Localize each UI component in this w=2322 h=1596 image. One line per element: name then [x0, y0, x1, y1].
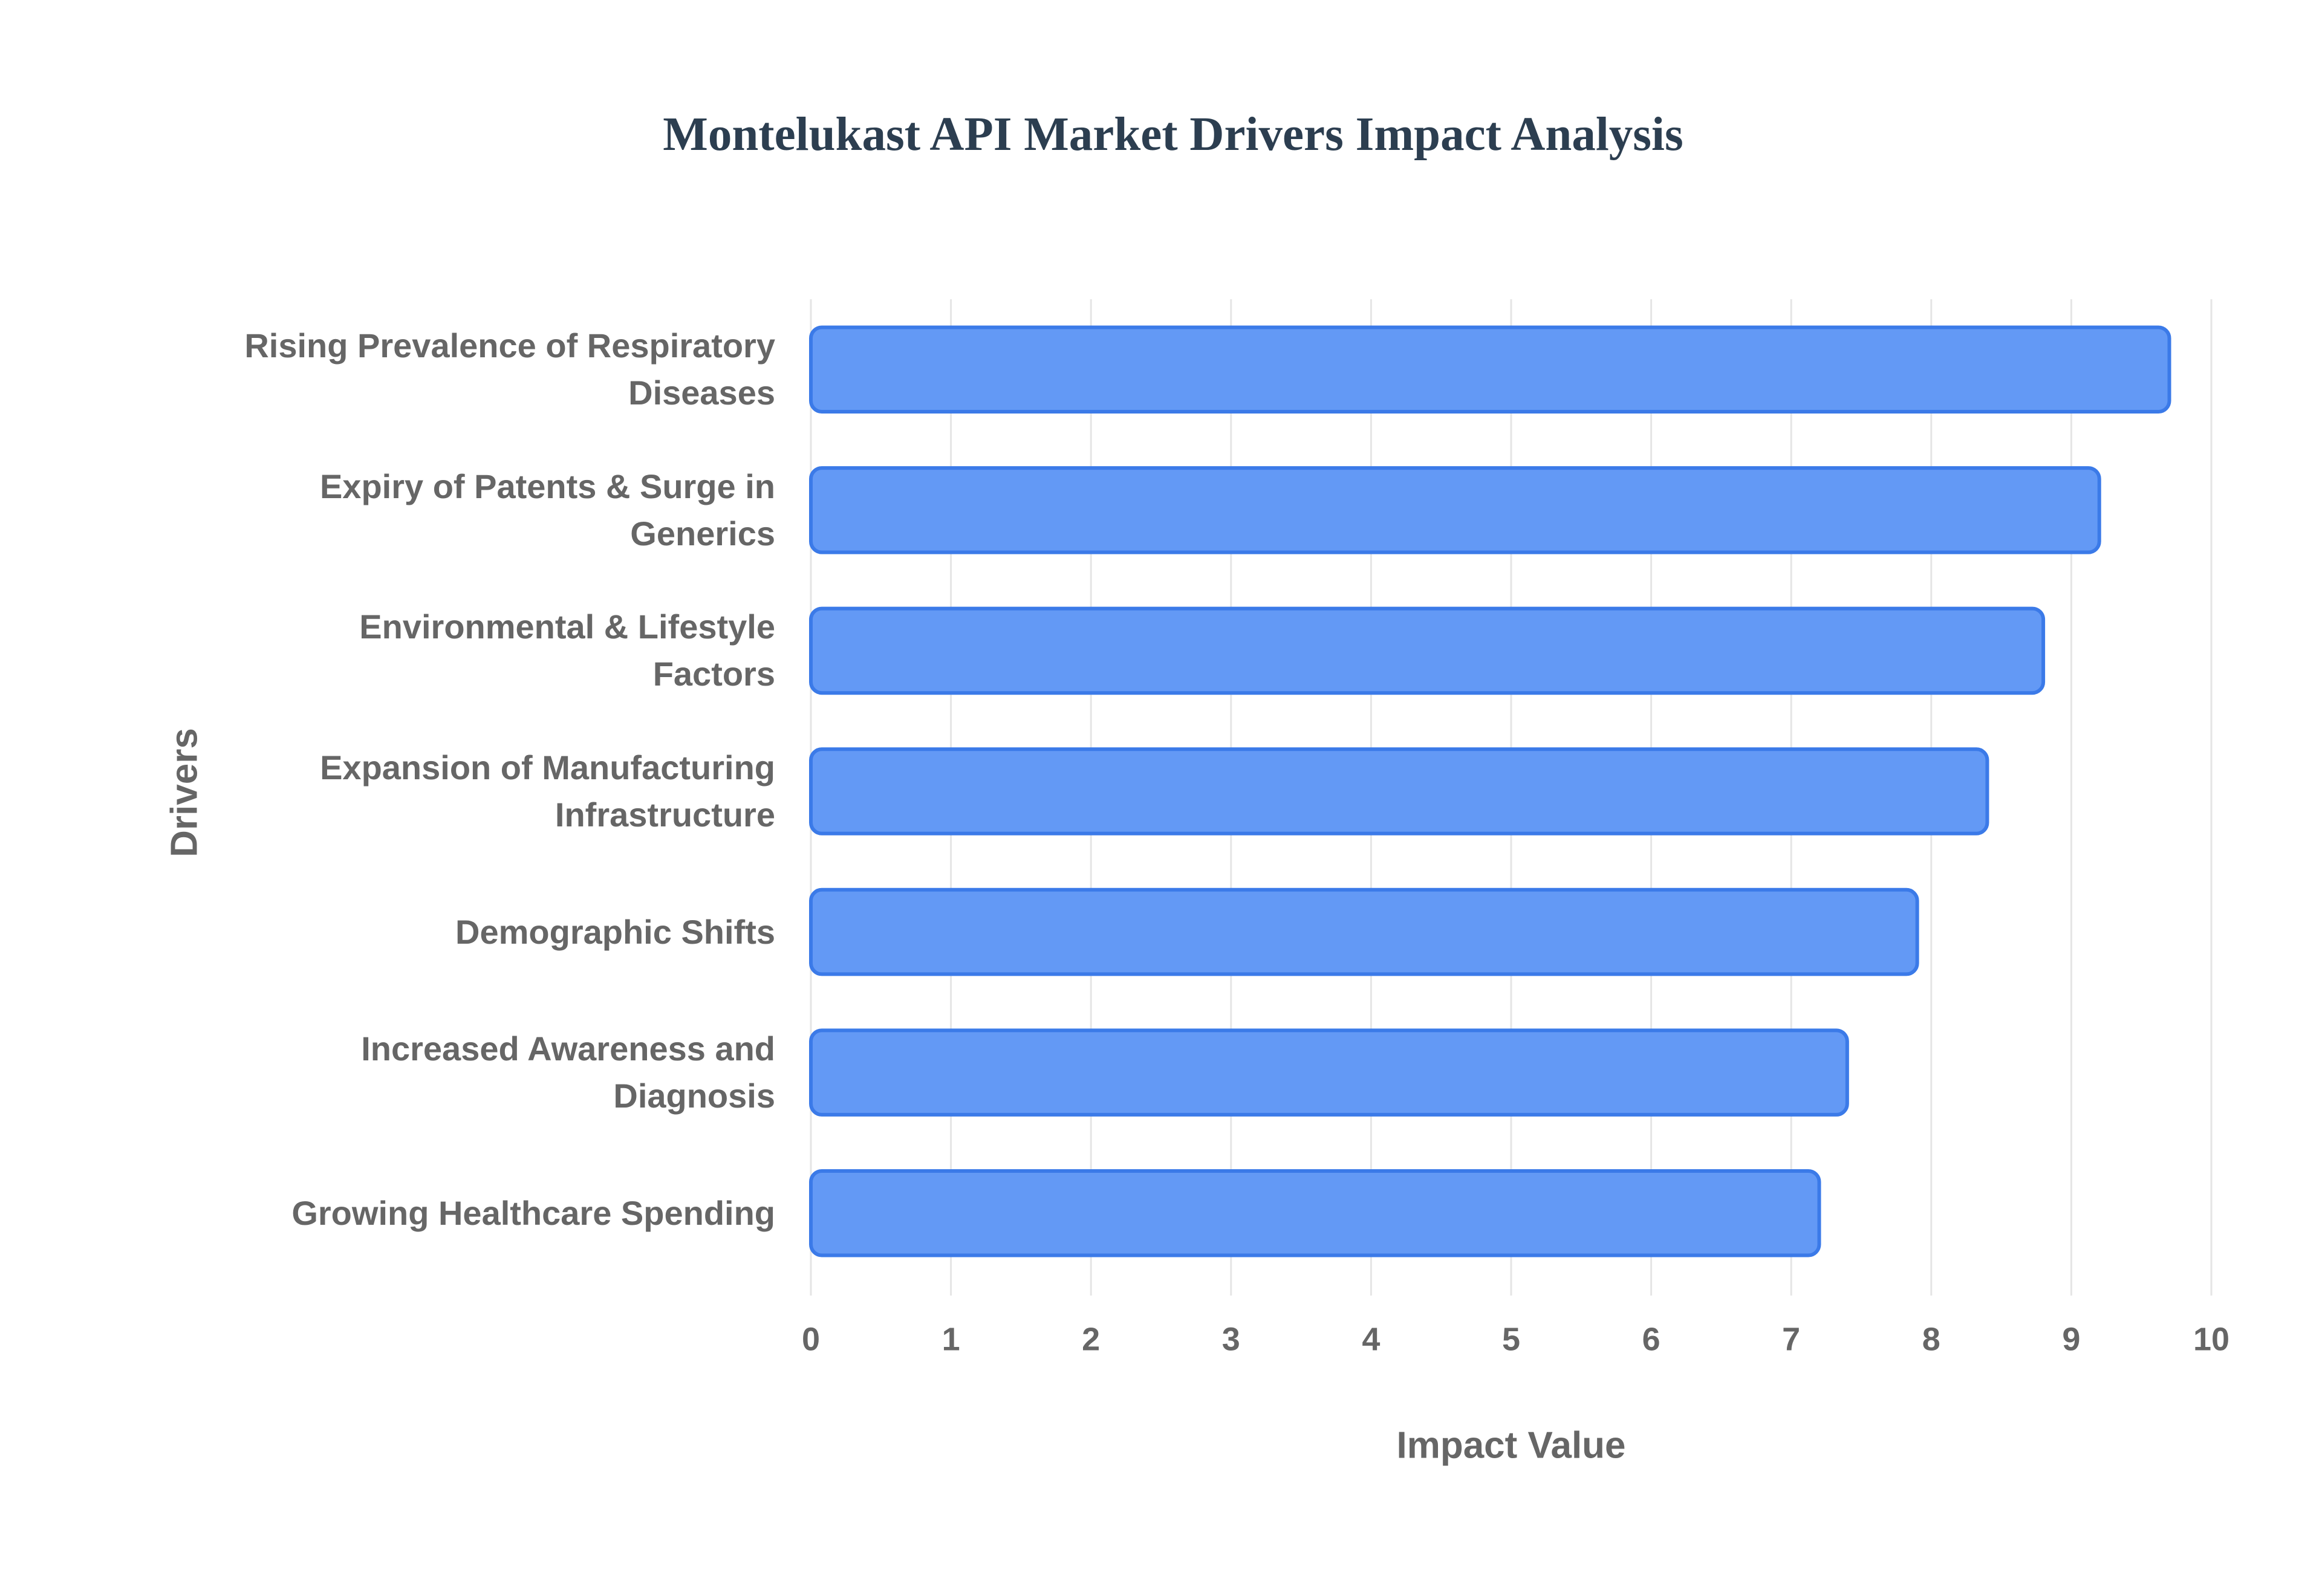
x-tick-label: 0 [802, 1321, 820, 1357]
y-tick-label: Environmental & Lifestyle Factors [359, 608, 775, 693]
x-tick-label: 9 [2062, 1321, 2080, 1357]
bar [809, 747, 1989, 835]
y-axis-title: Drivers [163, 728, 205, 857]
y-tick-label: Expiry of Patents & Surge in Generics [319, 467, 775, 553]
x-tick-label: 5 [1502, 1321, 1520, 1357]
x-tick-label: 7 [1782, 1321, 1800, 1357]
y-tick-label: Growing Healthcare Spending [291, 1193, 775, 1232]
x-tick-label: 2 [1082, 1321, 1100, 1357]
chart-title: Montelukast API Market Drivers Impact An… [663, 108, 1683, 161]
bar [809, 325, 2171, 414]
x-tick-label: 10 [2193, 1321, 2229, 1357]
x-tick-label: 4 [1362, 1321, 1380, 1357]
y-tick-label: Expansion of Manufacturing Infrastructur… [320, 748, 775, 834]
x-tick-label: 1 [942, 1321, 960, 1357]
bar [809, 1169, 1821, 1257]
x-tick-label: 8 [1922, 1321, 1940, 1357]
bar [809, 466, 2101, 554]
x-tick-label: 3 [1222, 1321, 1240, 1357]
x-tick-label: 6 [1642, 1321, 1660, 1357]
x-axis-title: Impact Value [1396, 1424, 1625, 1466]
y-tick-label: Increased Awareness and Diagnosis [361, 1030, 775, 1115]
y-tick-label: Rising Prevalence of Respiratory Disease… [244, 326, 775, 412]
bar [809, 1028, 1849, 1117]
bar [809, 606, 2046, 695]
y-tick-label: Demographic Shifts [455, 912, 775, 951]
bar [809, 887, 1919, 976]
